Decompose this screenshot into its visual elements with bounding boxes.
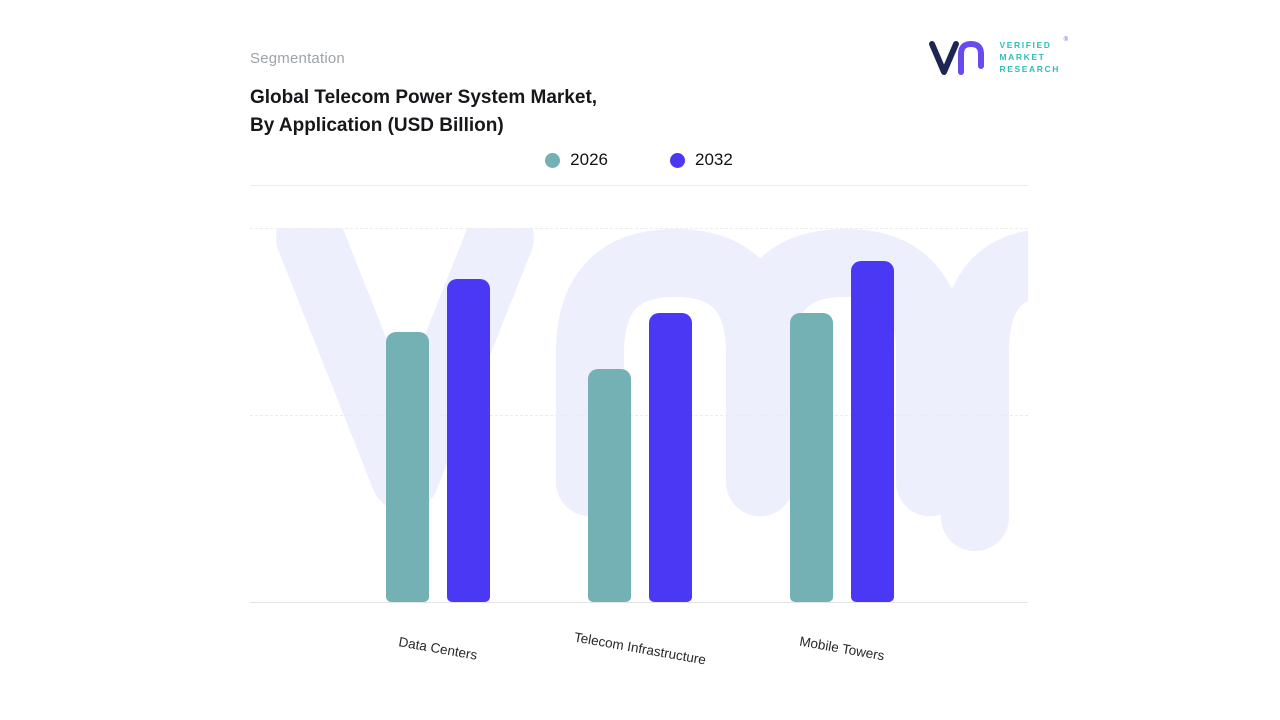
logo-line-market: MARKET <box>999 52 1046 62</box>
registered-mark: ® <box>1063 37 1068 43</box>
logo-line-research: RESEARCH <box>999 64 1060 74</box>
x-label-data-centers: Data Centers <box>397 634 479 663</box>
bar-2026-mobile-towers <box>790 313 833 602</box>
chart-title-line1: Global Telecom Power System Market, <box>250 87 598 108</box>
legend-label-2032: 2032 <box>695 150 733 169</box>
chart-title-line2: By Application (USD Billion) <box>250 115 504 136</box>
legend-dot-2032 <box>670 152 685 168</box>
legend-divider-line <box>250 185 1028 186</box>
vmr-logo-text: ® VERIFIED MARKET RESEARCH <box>999 37 1068 74</box>
gridline-middle <box>250 415 1028 416</box>
chart-legend: 2026 2032 <box>250 150 1028 170</box>
logo-line-verified: VERIFIED <box>999 40 1052 50</box>
segmentation-label: Segmentation <box>250 50 345 67</box>
vmr-logo-monogram-icon <box>929 40 985 75</box>
legend-item-2032: 2032 <box>670 150 733 170</box>
bar-2026-data-centers <box>386 332 429 602</box>
plot-area <box>250 228 1028 603</box>
legend-label-2026: 2026 <box>570 150 608 169</box>
legend-item-2026: 2026 <box>545 150 608 170</box>
x-label-mobile-towers: Mobile Towers <box>798 633 886 664</box>
bar-2032-mobile-towers <box>851 261 894 602</box>
x-labels: Data Centers Telecom Infrastructure Mobile… <box>250 603 1028 693</box>
gridline-top <box>250 228 1028 229</box>
vmr-logo: ® VERIFIED MARKET RESEARCH <box>928 36 1068 78</box>
chart-title: Global Telecom Power System Market, By A… <box>250 84 597 140</box>
bar-2026-telecom-infrastructure <box>588 369 631 602</box>
x-label-telecom-infrastructure: Telecom Infrastructure <box>572 629 708 668</box>
bar-2032-telecom-infrastructure <box>649 313 692 602</box>
legend-dot-2026 <box>545 152 561 168</box>
bar-2032-data-centers <box>447 279 490 602</box>
